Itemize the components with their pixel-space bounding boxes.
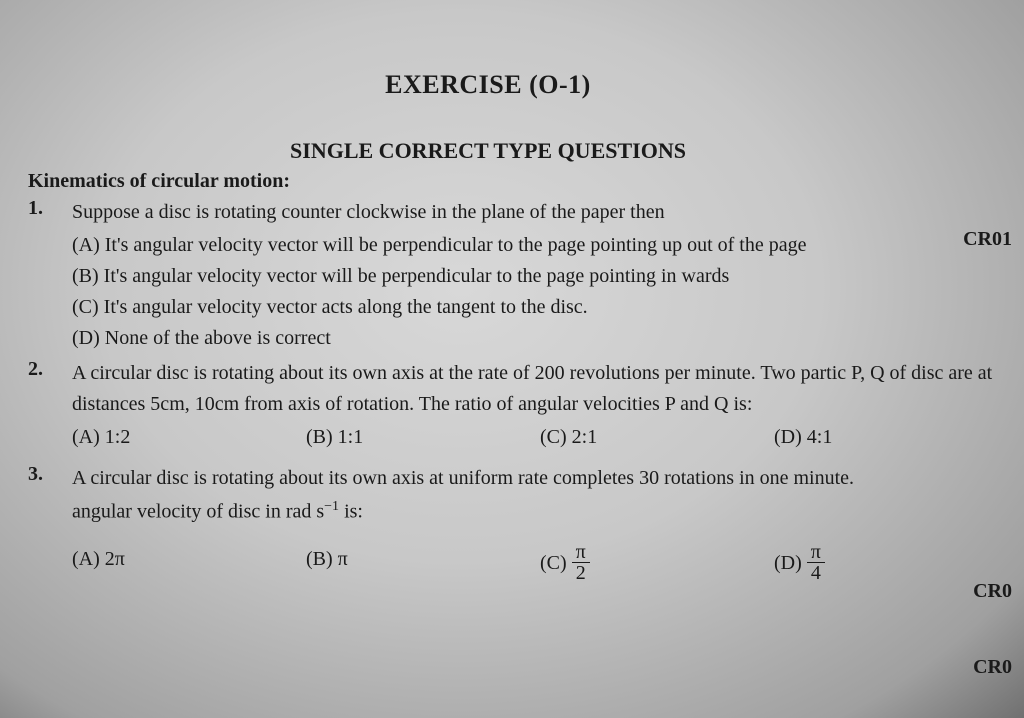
- option-d: (D) None of the above is correct: [72, 323, 1008, 354]
- question-body: A circular disc is rotating about its ow…: [72, 358, 1008, 453]
- section-title: SINGLE CORRECT TYPE QUESTIONS: [28, 138, 1008, 164]
- question-stem-line2: angular velocity of disc in rad s−1 is:: [72, 496, 1008, 528]
- fraction: π2: [572, 542, 590, 583]
- option-c: (C) 2:1: [540, 422, 774, 453]
- stem-text: angular velocity of disc in rad s: [72, 501, 324, 523]
- question-3: 3. A circular disc is rotating about its…: [28, 463, 1008, 585]
- exercise-page: EXERCISE (O-1) SINGLE CORRECT TYPE QUEST…: [28, 70, 1008, 589]
- option-c: (C) π2: [540, 544, 774, 585]
- option-b: (B) 1:1: [306, 422, 540, 453]
- question-stem: A circular disc is rotating about its ow…: [72, 358, 1008, 420]
- stem-text: is:: [339, 501, 363, 523]
- option-d: (D) 4:1: [774, 422, 1008, 453]
- fraction-numerator: π: [807, 542, 825, 563]
- option-a: (A) 1:2: [72, 422, 306, 453]
- question-2: 2. A circular disc is rotating about its…: [28, 358, 1008, 453]
- option-prefix: (C): [540, 552, 572, 574]
- fraction: π4: [807, 542, 825, 583]
- fraction-denominator: 2: [572, 563, 590, 583]
- fraction-numerator: π: [572, 542, 590, 563]
- question-body: Suppose a disc is rotating counter clock…: [72, 197, 1008, 354]
- options-row: (A) 1:2 (B) 1:1 (C) 2:1 (D) 4:1: [72, 422, 1008, 453]
- question-stem-line1: A circular disc is rotating about its ow…: [72, 463, 1008, 494]
- option-d: (D) π4: [774, 544, 1008, 585]
- question-body: A circular disc is rotating about its ow…: [72, 463, 1008, 585]
- option-a: (A) It's angular velocity vector will be…: [72, 230, 1008, 261]
- question-number: 3.: [28, 463, 64, 486]
- option-c: (C) It's angular velocity vector acts al…: [72, 292, 1008, 323]
- question-number: 1.: [28, 197, 64, 220]
- question-1: 1. Suppose a disc is rotating counter cl…: [28, 197, 1008, 354]
- question-stem: Suppose a disc is rotating counter clock…: [72, 197, 1008, 228]
- option-b: (B) π: [306, 544, 540, 585]
- option-a: (A) 2π: [72, 544, 306, 585]
- code-label: CR0: [973, 656, 1012, 679]
- option-b: (B) It's angular velocity vector will be…: [72, 261, 1008, 292]
- question-number: 2.: [28, 358, 64, 381]
- options-row: (A) 2π (B) π (C) π2 (D) π4: [72, 544, 1008, 585]
- exercise-title: EXERCISE (O-1): [28, 70, 1008, 100]
- option-prefix: (D): [774, 552, 807, 574]
- topic-heading: Kinematics of circular motion:: [28, 170, 1008, 193]
- fraction-denominator: 4: [807, 563, 825, 583]
- superscript: −1: [324, 499, 339, 514]
